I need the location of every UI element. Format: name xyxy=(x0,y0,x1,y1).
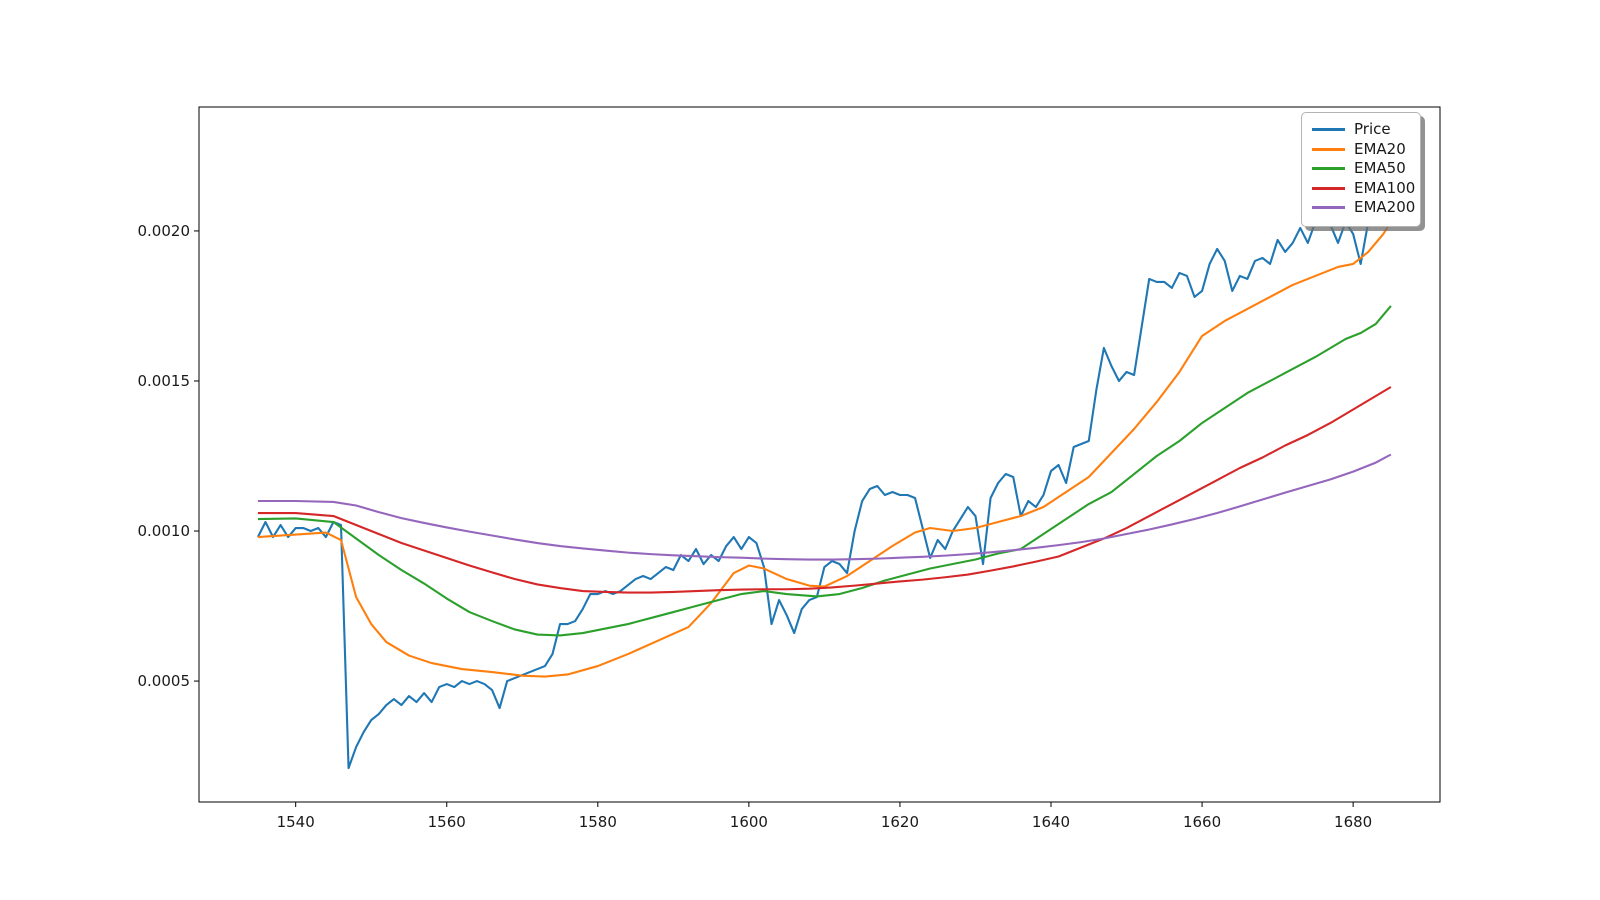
x-tick-label: 1580 xyxy=(579,813,617,831)
legend-label-ema200: EMA200 xyxy=(1354,198,1416,217)
y-tick-label: 0.0010 xyxy=(138,522,191,540)
legend-item-ema50: EMA50 xyxy=(1312,159,1411,179)
series-line-ema50 xyxy=(257,305,1392,637)
series-line-price xyxy=(256,214,1384,770)
legend-line-sample-price xyxy=(1312,128,1345,132)
x-tick-label: 1660 xyxy=(1183,813,1221,831)
y-tick-label: 0.0020 xyxy=(138,222,191,240)
plot-spines xyxy=(198,106,1441,803)
legend-label-ema20: EMA20 xyxy=(1354,139,1406,158)
legend-item-ema20: EMA20 xyxy=(1312,140,1411,160)
legend: Price EMA20 EMA50 EMA100 EMA200 xyxy=(1301,112,1421,227)
x-tick-label: 1540 xyxy=(277,813,315,831)
legend-item-ema100: EMA100 xyxy=(1312,179,1415,199)
series-line-ema100 xyxy=(257,386,1392,594)
y-tick-label: 0.0005 xyxy=(138,672,191,690)
x-tick-label: 1680 xyxy=(1334,813,1372,831)
legend-item-ema200: EMA200 xyxy=(1312,198,1415,218)
x-tick-label: 1620 xyxy=(881,813,919,831)
x-tick-label: 1560 xyxy=(428,813,466,831)
legend-item-price: Price xyxy=(1312,120,1411,140)
legend-label-ema50: EMA50 xyxy=(1354,159,1406,178)
legend-line-sample-ema20 xyxy=(1312,147,1345,151)
series-line-ema200 xyxy=(257,453,1392,561)
x-tick-label: 1640 xyxy=(1032,813,1070,831)
legend-line-sample-ema50 xyxy=(1312,167,1345,171)
series-line-ema20 xyxy=(257,221,1392,678)
x-tick-label: 1600 xyxy=(730,813,768,831)
legend-label-ema100: EMA100 xyxy=(1354,178,1416,197)
y-tick-label: 0.0015 xyxy=(138,372,191,390)
legend-line-sample-ema100 xyxy=(1312,186,1345,190)
legend-line-sample-ema200 xyxy=(1312,206,1345,210)
legend-label-price: Price xyxy=(1354,120,1391,139)
